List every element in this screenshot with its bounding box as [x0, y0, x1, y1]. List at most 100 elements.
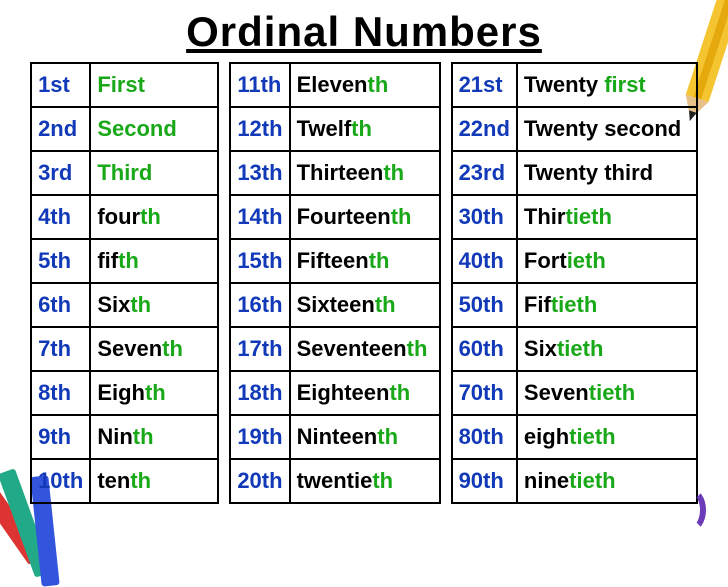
ordinal-word: Fifteenth: [290, 239, 440, 283]
word-prefix: fif: [97, 248, 118, 273]
table-row: 7thSeventh: [31, 327, 218, 371]
word-prefix: Seven: [97, 336, 162, 361]
ordinal-short: 40th: [452, 239, 517, 283]
table-row: 70thSeventieth: [452, 371, 697, 415]
table-row: 30thThirtieth: [452, 195, 697, 239]
ordinal-word: ninetieth: [517, 459, 697, 503]
ordinal-word: fifth: [90, 239, 218, 283]
word-prefix: Twelf: [297, 116, 352, 141]
table-row: 2ndSecond: [31, 107, 218, 151]
ordinal-short: 14th: [230, 195, 289, 239]
table-row: 22nd Twenty second: [452, 107, 697, 151]
table-row: 3rd Third: [31, 151, 218, 195]
ordinal-short: 16th: [230, 283, 289, 327]
word-highlight: th: [369, 248, 390, 273]
table-row: 10thtenth: [31, 459, 218, 503]
ordinal-short: 60th: [452, 327, 517, 371]
ordinal-word: Eleventh: [290, 63, 440, 107]
word-highlight: th: [377, 424, 398, 449]
ordinal-short: 70th: [452, 371, 517, 415]
ordinal-word: Seventeenth: [290, 327, 440, 371]
ordinal-short: 21st: [452, 63, 517, 107]
word-highlight: th: [133, 424, 154, 449]
word-highlight: ieth: [567, 248, 606, 273]
table-row: 60thSixtieth: [452, 327, 697, 371]
ordinal-short: 6th: [31, 283, 90, 327]
table-row: 1stFirst: [31, 63, 218, 107]
ordinal-word: Twelfth: [290, 107, 440, 151]
table-row: 17thSeventeenth: [230, 327, 439, 371]
ordinal-short: 15th: [230, 239, 289, 283]
ordinal-short: 3rd: [31, 151, 90, 195]
word-prefix: four: [97, 204, 140, 229]
word-highlight: Second: [97, 116, 176, 141]
word-prefix: Eigh: [97, 380, 145, 405]
word-highlight: tieth: [565, 204, 611, 229]
word-prefix: Eleven: [297, 72, 368, 97]
word-highlight: th: [130, 292, 151, 317]
ordinal-word: Second: [90, 107, 218, 151]
table-row: 16thSixteenth: [230, 283, 439, 327]
word-highlight: tieth: [569, 424, 615, 449]
word-highlight: th: [407, 336, 428, 361]
ordinal-word: Twenty second: [517, 107, 697, 151]
word-highlight: th: [162, 336, 183, 361]
ordinal-word: Twenty third: [517, 151, 697, 195]
word-highlight: First: [97, 72, 145, 97]
word-highlight: th: [389, 380, 410, 405]
ordinal-short: 20th: [230, 459, 289, 503]
ordinal-word: Seventieth: [517, 371, 697, 415]
ordinal-word: tenth: [90, 459, 218, 503]
word-prefix: Seventeen: [297, 336, 407, 361]
table-row: 14th Fourteenth: [230, 195, 439, 239]
ordinal-short: 12th: [230, 107, 289, 151]
ordinal-short: 18th: [230, 371, 289, 415]
word-prefix: Thirteen: [297, 160, 384, 185]
word-prefix: Thir: [524, 204, 566, 229]
word-prefix: eigh: [524, 424, 569, 449]
ordinal-short: 7th: [31, 327, 90, 371]
table-row: 15thFifteenth: [230, 239, 439, 283]
page-title: Ordinal Numbers: [0, 0, 728, 62]
word-highlight: tieth: [551, 292, 597, 317]
word-prefix: Fourteen: [297, 204, 391, 229]
word-highlight: th: [375, 292, 396, 317]
word-highlight: th: [391, 204, 412, 229]
word-highlight: th: [372, 468, 393, 493]
swoosh-decoration: [676, 488, 706, 532]
ordinal-word: Twenty first: [517, 63, 697, 107]
word-highlight: th: [383, 160, 404, 185]
ordinal-word: eightieth: [517, 415, 697, 459]
word-prefix: Seven: [524, 380, 589, 405]
word-highlight: tieth: [589, 380, 635, 405]
table-row: 13th Thirteenth: [230, 151, 439, 195]
ordinal-word: Eighth: [90, 371, 218, 415]
ordinal-table-2: 11thEleventh12thTwelfth13thThirteenth14t…: [229, 62, 440, 504]
table-row: 80theightieth: [452, 415, 697, 459]
word-highlight: th: [140, 204, 161, 229]
ordinal-word: Sixtieth: [517, 327, 697, 371]
ordinal-short: 13th: [230, 151, 289, 195]
table-row: 12thTwelfth: [230, 107, 439, 151]
table-row: 8thEighth: [31, 371, 218, 415]
table-row: 6thSixth: [31, 283, 218, 327]
ordinal-word: Ninteenth: [290, 415, 440, 459]
word-prefix: Fifteen: [297, 248, 369, 273]
word-prefix: Twenty second: [524, 116, 681, 141]
ordinal-word: Seventh: [90, 327, 218, 371]
ordinal-word: Sixth: [90, 283, 218, 327]
word-prefix: Twenty third: [524, 160, 653, 185]
ordinal-word: Ninth: [90, 415, 218, 459]
word-prefix: Fort: [524, 248, 567, 273]
word-prefix: Eighteen: [297, 380, 390, 405]
word-prefix: ten: [97, 468, 130, 493]
table-row: 4th fourth: [31, 195, 218, 239]
word-highlight: Third: [97, 160, 152, 185]
table-row: 23rdTwenty third: [452, 151, 697, 195]
ordinal-short: 22nd: [452, 107, 517, 151]
table-row: 9thNinth: [31, 415, 218, 459]
ordinal-table-3: 21stTwenty first22nd Twenty second 23rdTwe…: [451, 62, 698, 504]
ordinal-table-1: 1stFirst2ndSecond3rdThird4thfourth5thfif…: [30, 62, 219, 504]
word-prefix: Twenty: [524, 72, 604, 97]
ordinal-short: 4th: [31, 195, 90, 239]
